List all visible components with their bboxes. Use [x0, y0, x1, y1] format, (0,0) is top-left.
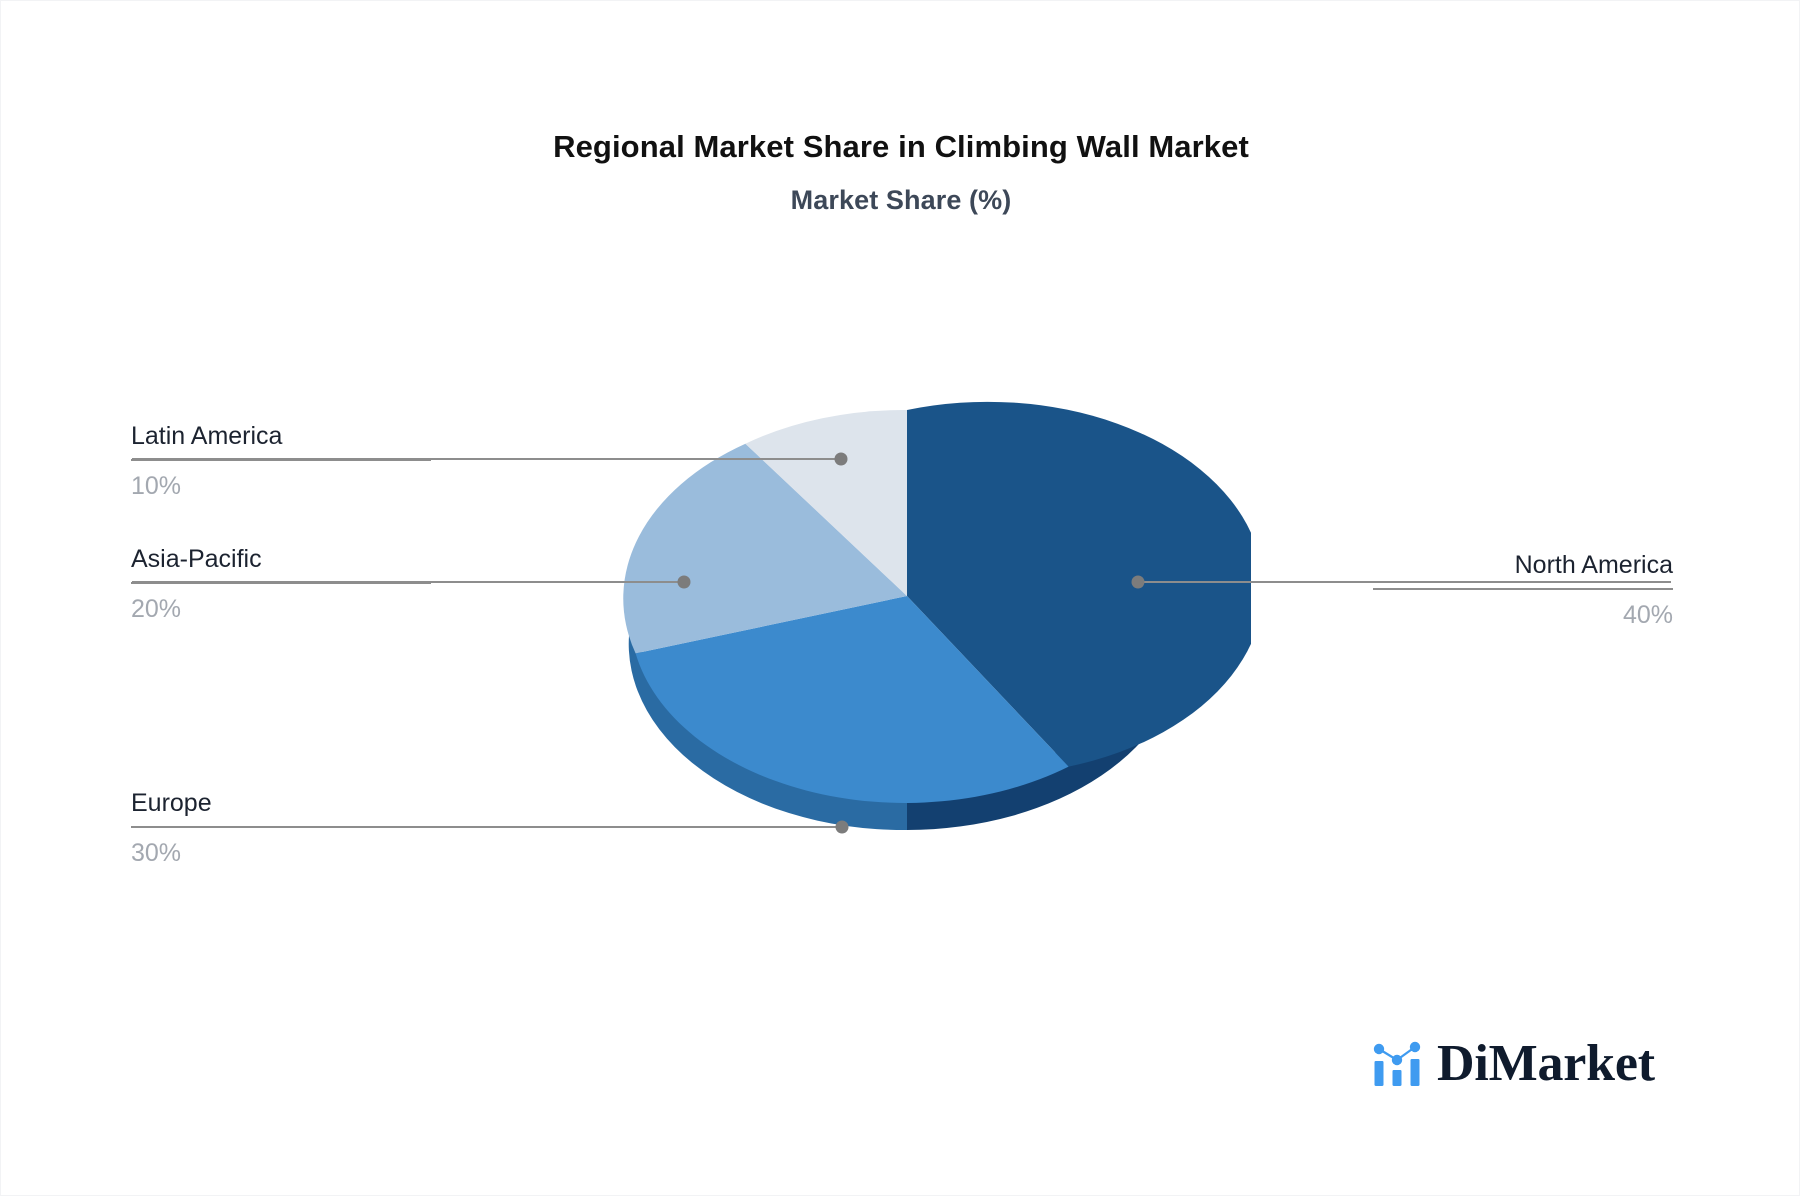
pie-chart-svg: [623, 401, 1251, 831]
pie-slice-north-america[interactable]: [907, 401, 1251, 767]
pie-slice-europe[interactable]: [635, 596, 1069, 803]
callout-value-latin-america: 10%: [131, 472, 182, 501]
bar-chart-icon: [1373, 1041, 1421, 1086]
brand-logo: DiMarket: [1371, 1038, 1655, 1090]
callout-label-latin-america: Latin America: [131, 422, 283, 450]
callout-value-asia-pacific: 20%: [131, 595, 182, 624]
callout-label-north-america: North America: [1514, 551, 1673, 579]
pie-slice-latin-america[interactable]: [745, 409, 907, 596]
callout-asia-pacific: Asia-Pacific 20%: [131, 544, 431, 624]
callout-rule-latin-america: [131, 459, 431, 462]
brand-name: DiMarket: [1437, 1035, 1655, 1092]
page-title: Regional Market Share in Climbing Wall M…: [553, 129, 1249, 164]
callout-value-north-america: 40%: [1622, 601, 1673, 630]
callout-latin-america: Latin America 10%: [131, 421, 431, 501]
callout-value-europe: 30%: [131, 839, 182, 868]
title-block: Regional Market Share in Climbing Wall M…: [1, 129, 1799, 216]
chart-subtitle: Market Share (%): [790, 184, 1012, 215]
callout-rule-asia-pacific: [131, 582, 431, 585]
callout-europe: Europe 30%: [131, 788, 431, 868]
pie-chart: [571, 331, 1251, 911]
callout-north-america: North America 40%: [1373, 550, 1673, 630]
callout-rule-europe: [131, 826, 431, 829]
callout-label-europe: Europe: [131, 789, 212, 817]
callout-label-asia-pacific: Asia-Pacific: [131, 545, 262, 573]
pie-slice-asia-pacific[interactable]: [623, 443, 907, 654]
callout-rule-north-america: [1373, 588, 1673, 591]
pie-slices-group: [623, 401, 1251, 803]
